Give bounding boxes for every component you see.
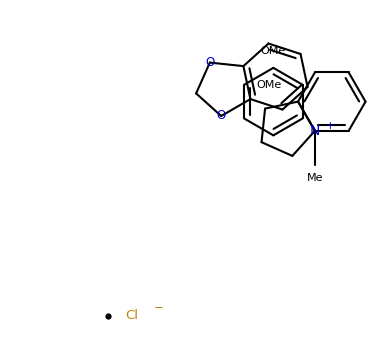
Text: +: +: [326, 121, 334, 131]
Text: OMe: OMe: [261, 46, 286, 56]
Text: OMe: OMe: [256, 80, 281, 90]
Text: Me: Me: [307, 173, 323, 183]
Text: N: N: [310, 124, 320, 138]
Text: Cl: Cl: [126, 309, 139, 322]
Text: O: O: [216, 109, 226, 122]
Text: −: −: [153, 302, 163, 314]
Text: O: O: [205, 56, 214, 69]
